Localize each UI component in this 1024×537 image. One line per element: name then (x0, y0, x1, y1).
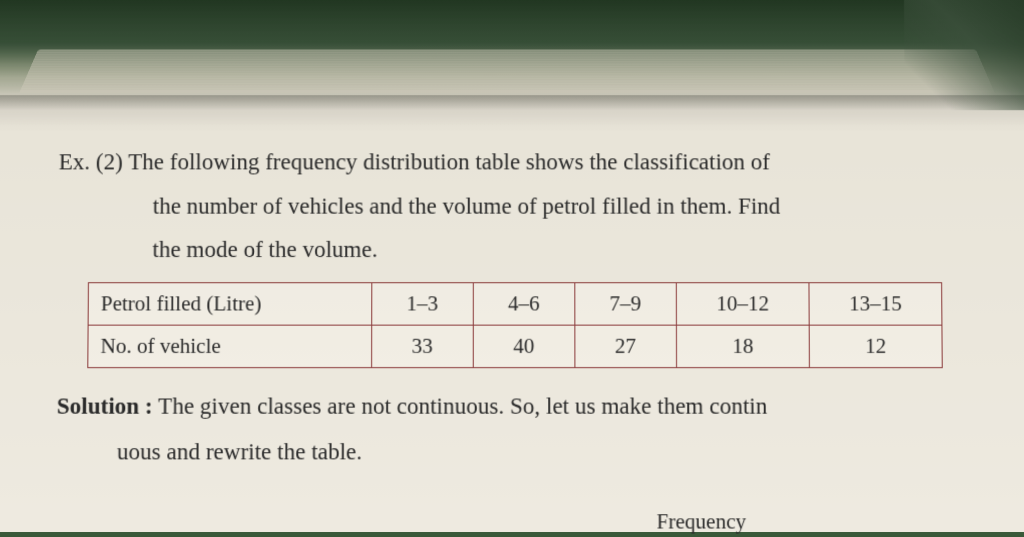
table-cell: 10–12 (676, 283, 809, 325)
table-cell: 4–6 (473, 283, 575, 325)
row-header-petrol: Petrol filled (Litre) (88, 283, 371, 325)
table-row: Petrol filled (Litre) 1–3 4–6 7–9 10–12 … (88, 283, 942, 325)
footer-partial-word: Frequency (657, 509, 747, 534)
problem-line-2: the number of vehicles and the volume of… (58, 184, 986, 228)
exercise-label: Ex. (2) (59, 149, 123, 174)
table-cell: 7–9 (575, 283, 677, 325)
table-cell: 27 (575, 325, 677, 367)
table-cell: 13–15 (809, 283, 942, 325)
table-cell: 33 (371, 325, 473, 367)
solution-line-1: The given classes are not continuous. So… (158, 394, 767, 419)
row-header-vehicles: No. of vehicle (88, 325, 371, 367)
problem-statement: Ex. (2) The following frequency distribu… (58, 140, 986, 272)
frequency-table: Petrol filled (Litre) 1–3 4–6 7–9 10–12 … (87, 282, 943, 368)
solution-line-2: uous and rewrite the table. (56, 430, 988, 476)
solution-text: Solution : The given classes are not con… (56, 384, 988, 475)
problem-line-1: The following frequency distribution tab… (128, 149, 770, 174)
page-content: Ex. (2) The following frequency distribu… (0, 0, 1024, 496)
table-row: No. of vehicle 33 40 27 18 12 (88, 325, 943, 367)
table-cell: 1–3 (371, 283, 473, 325)
table-cell: 12 (809, 325, 942, 367)
table-cell: 40 (473, 325, 575, 367)
solution-label: Solution : (57, 394, 153, 419)
table-cell: 18 (676, 325, 809, 367)
problem-line-3: the mode of the volume. (58, 228, 986, 272)
